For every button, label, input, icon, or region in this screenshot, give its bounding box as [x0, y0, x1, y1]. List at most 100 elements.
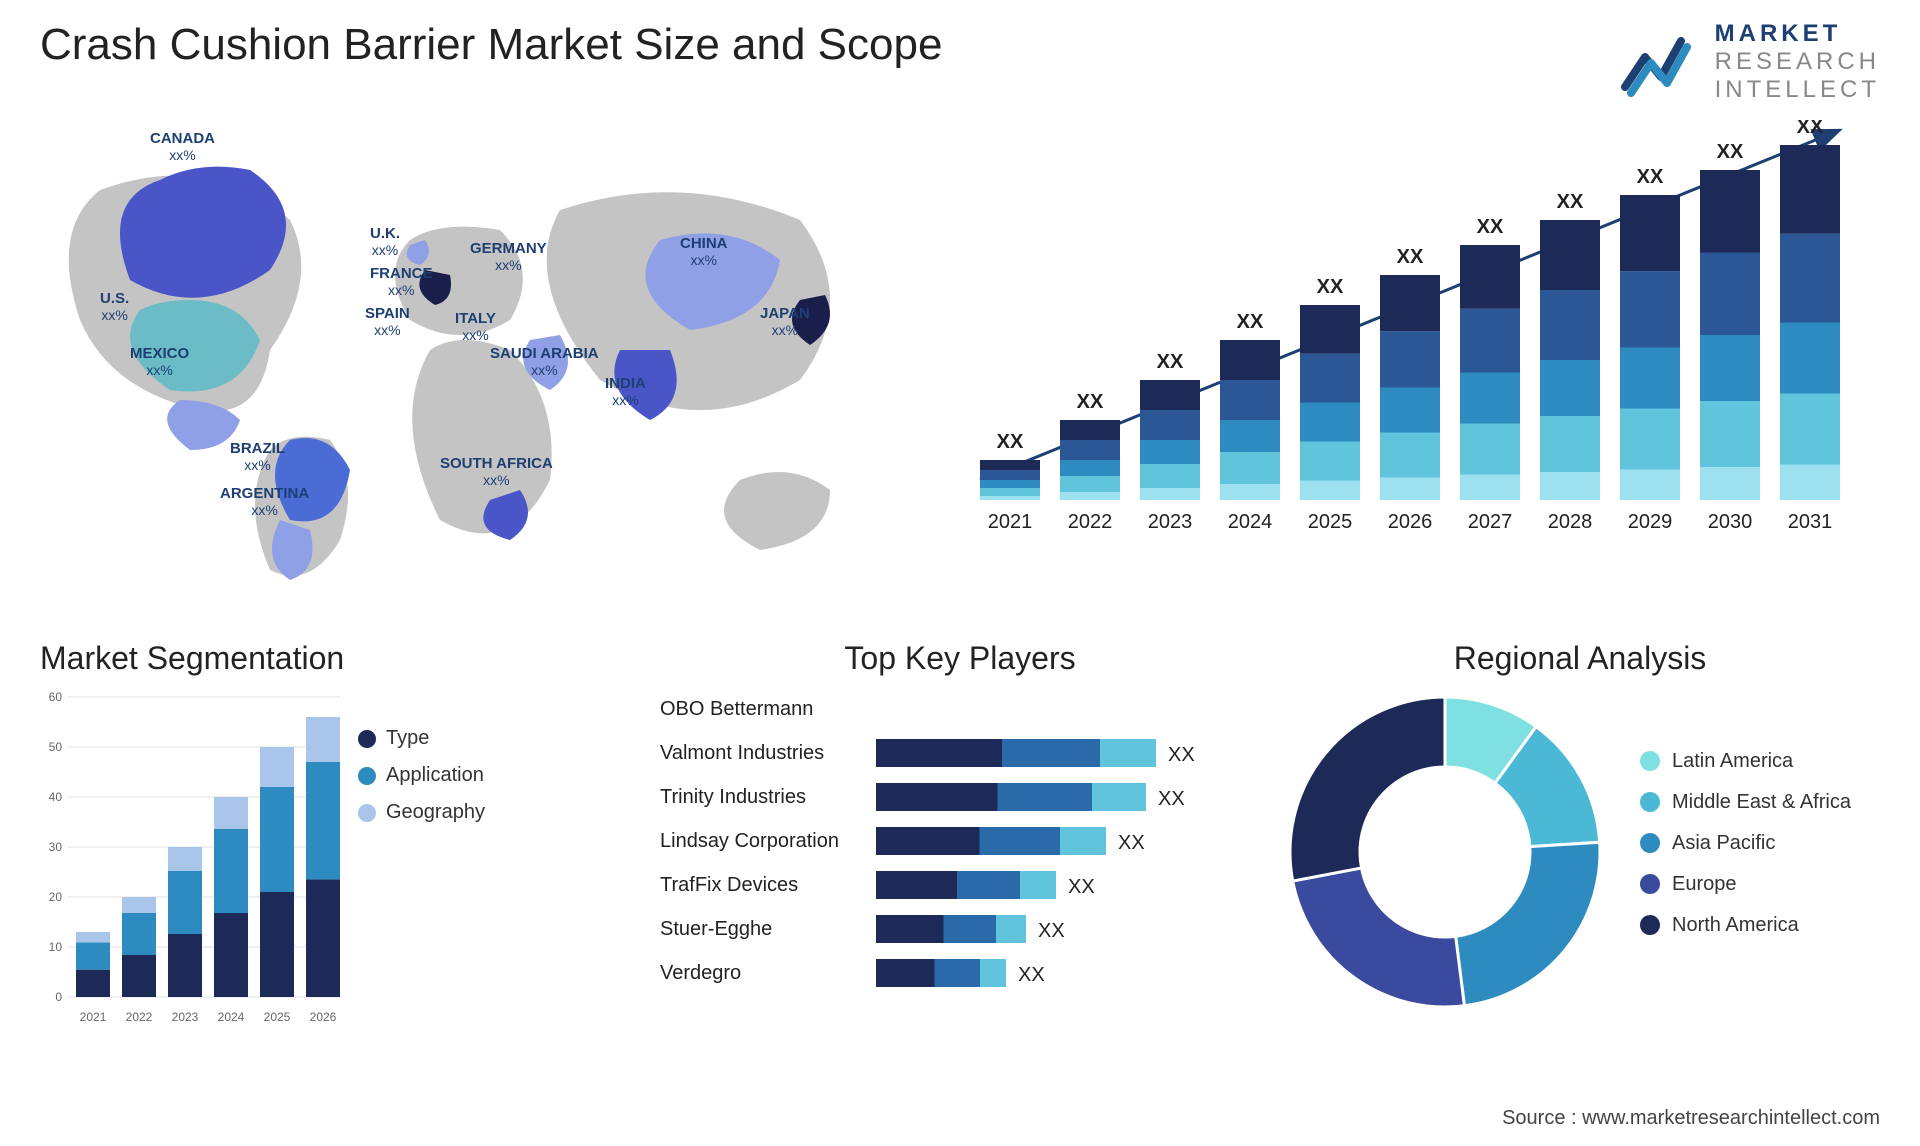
svg-text:10: 10 [49, 940, 63, 954]
key-players-heading: Top Key Players [660, 640, 1260, 677]
segmentation-panel: Market Segmentation 01020304050602021202… [40, 640, 640, 1086]
legend-label: Asia Pacific [1672, 832, 1775, 855]
segmentation-legend-item: Type [358, 727, 640, 750]
svg-text:2023: 2023 [1148, 511, 1193, 533]
regional-legend-item: Middle East & Africa [1640, 791, 1851, 814]
svg-text:2025: 2025 [1308, 511, 1353, 533]
svg-text:2027: 2027 [1468, 511, 1513, 533]
world-map: CANADAxx%U.S.xx%MEXICOxx%BRAZILxx%ARGENT… [40, 120, 910, 600]
map-label-canada: CANADAxx% [150, 130, 215, 163]
legend-swatch [1640, 915, 1660, 935]
key-player-name: Verdegro [660, 962, 741, 985]
svg-text:40: 40 [49, 790, 63, 804]
svg-text:30: 30 [49, 840, 63, 854]
source-text: Source : www.marketresearchintellect.com [1502, 1107, 1880, 1130]
svg-text:XX: XX [1077, 391, 1104, 413]
svg-text:XX: XX [1118, 832, 1145, 854]
svg-text:20: 20 [49, 890, 63, 904]
regional-heading: Regional Analysis [1280, 640, 1880, 677]
svg-text:XX: XX [1038, 920, 1065, 942]
regional-legend-item: Asia Pacific [1640, 832, 1851, 855]
page-title: Crash Cushion Barrier Market Size and Sc… [40, 20, 942, 70]
segmentation-legend-item: Geography [358, 801, 640, 824]
brand-block: MARKET RESEARCH INTELLECT [1621, 20, 1880, 104]
svg-text:XX: XX [1717, 141, 1744, 163]
key-player-name: Lindsay Corporation [660, 830, 839, 853]
svg-text:XX: XX [1158, 788, 1185, 810]
segmentation-legend-item: Application [358, 764, 640, 787]
segmentation-heading: Market Segmentation [40, 640, 640, 677]
svg-text:XX: XX [1068, 876, 1095, 898]
map-label-india: INDIAxx% [605, 375, 646, 408]
legend-swatch [1640, 833, 1660, 853]
key-player-name: Stuer-Egghe [660, 918, 772, 941]
svg-text:XX: XX [1477, 216, 1504, 238]
legend-label: Latin America [1672, 750, 1793, 773]
svg-text:XX: XX [1018, 964, 1045, 986]
key-player-name: TrafFix Devices [660, 874, 798, 897]
key-player-row: OBO Bettermann [660, 687, 870, 731]
key-player-row: Stuer-Egghe [660, 907, 870, 951]
svg-text:XX: XX [1237, 311, 1264, 333]
svg-text:XX: XX [997, 431, 1024, 453]
map-label-italy: ITALYxx% [455, 310, 496, 343]
map-label-saudi-arabia: SAUDI ARABIAxx% [490, 345, 599, 378]
svg-text:XX: XX [1317, 276, 1344, 298]
legend-label: North America [1672, 914, 1799, 937]
map-label-china: CHINAxx% [680, 235, 728, 268]
svg-text:2031: 2031 [1788, 511, 1833, 533]
map-label-france: FRANCExx% [370, 265, 433, 298]
svg-text:XX: XX [1557, 191, 1584, 213]
regional-legend-item: North America [1640, 914, 1851, 937]
map-label-u-s-: U.S.xx% [100, 290, 129, 323]
forecast-chart: XX2021XX2022XX2023XX2024XX2025XX2026XX20… [960, 120, 1860, 600]
svg-text:2022: 2022 [126, 1010, 153, 1024]
key-player-name: OBO Bettermann [660, 698, 813, 721]
key-players-labels: OBO Bettermann Valmont Industries Trinity … [660, 687, 870, 1047]
legend-swatch [358, 804, 376, 822]
map-label-south-africa: SOUTH AFRICAxx% [440, 455, 553, 488]
svg-text:2026: 2026 [1388, 511, 1433, 533]
key-player-name: Valmont Industries [660, 742, 824, 765]
legend-label: Middle East & Africa [1672, 791, 1851, 814]
legend-swatch [1640, 792, 1660, 812]
key-player-row: Verdegro [660, 951, 870, 995]
svg-text:60: 60 [49, 690, 63, 704]
svg-text:2025: 2025 [264, 1010, 291, 1024]
regional-legend-item: Europe [1640, 873, 1851, 896]
map-label-japan: JAPANxx% [760, 305, 810, 338]
legend-label: Europe [1672, 873, 1737, 896]
key-player-name: Trinity Industries [660, 786, 806, 809]
brand-line-2: RESEARCH [1715, 48, 1880, 76]
svg-text:2028: 2028 [1548, 511, 1593, 533]
svg-text:2029: 2029 [1628, 511, 1673, 533]
svg-text:2021: 2021 [988, 511, 1033, 533]
segmentation-chart: 0102030405060202120222023202420252026 [40, 687, 340, 1047]
svg-text:2030: 2030 [1708, 511, 1753, 533]
brand-line-3: INTELLECT [1715, 76, 1880, 104]
svg-text:2026: 2026 [310, 1010, 337, 1024]
legend-swatch [1640, 751, 1660, 771]
brand-text: MARKET RESEARCH INTELLECT [1715, 20, 1880, 104]
legend-swatch [358, 730, 376, 748]
regional-panel: Regional Analysis Latin America Middle Ea… [1280, 640, 1880, 1086]
svg-text:XX: XX [1797, 120, 1824, 138]
legend-label: Application [386, 764, 484, 787]
key-players-panel: Top Key Players OBO Bettermann Valmont In… [660, 640, 1260, 1086]
legend-swatch [1640, 874, 1660, 894]
key-players-chart: XXXXXXXXXXXX [876, 687, 1260, 1047]
brand-line-1: MARKET [1715, 20, 1880, 48]
forecast-svg: XX2021XX2022XX2023XX2024XX2025XX2026XX20… [960, 120, 1860, 600]
key-player-row: TrafFix Devices [660, 863, 870, 907]
map-label-u-k-: U.K.xx% [370, 225, 400, 258]
map-label-brazil: BRAZILxx% [230, 440, 285, 473]
svg-text:2022: 2022 [1068, 511, 1113, 533]
svg-text:XX: XX [1397, 246, 1424, 268]
key-player-row: Trinity Industries [660, 775, 870, 819]
svg-text:XX: XX [1168, 744, 1195, 766]
svg-text:2023: 2023 [172, 1010, 199, 1024]
svg-text:XX: XX [1157, 351, 1184, 373]
key-player-row: Valmont Industries [660, 731, 870, 775]
legend-swatch [358, 767, 376, 785]
map-label-spain: SPAINxx% [365, 305, 410, 338]
